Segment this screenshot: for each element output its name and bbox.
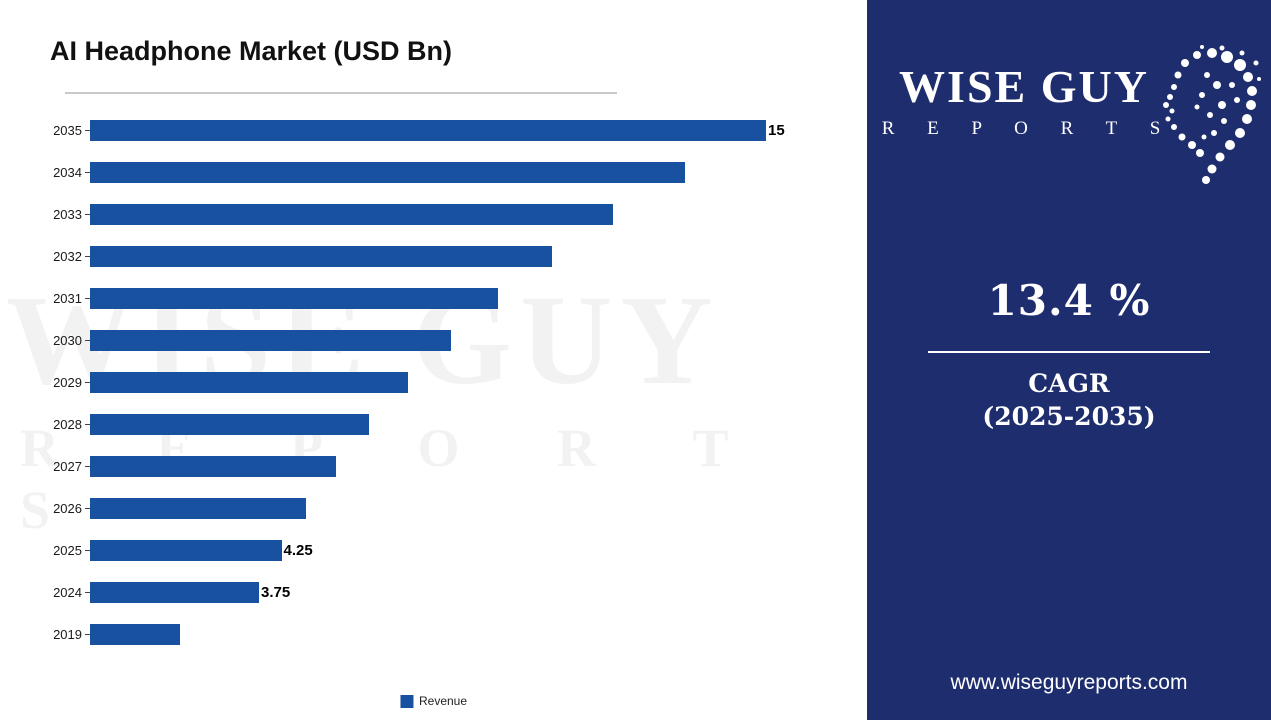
revenue-bar: [90, 329, 451, 351]
cagr-divider: [928, 351, 1210, 353]
y-axis-label: 2026: [53, 500, 82, 516]
bar-row: 2024 3.75: [42, 571, 842, 613]
dotted-head-icon: [1163, 45, 1262, 184]
bar-row: 2031: [42, 277, 842, 319]
y-axis-label: 2024: [53, 584, 82, 600]
y-axis-label: 2033: [53, 206, 82, 222]
bar-value-label: 4.25: [283, 541, 313, 559]
brand-panel: WISE GUY R E P O R T S: [867, 0, 1271, 720]
revenue-bar: [90, 203, 613, 225]
title-underline: [65, 92, 617, 94]
y-axis-label: 2027: [53, 458, 82, 474]
axis-tick-icon: [85, 507, 90, 509]
axis-tick-icon: [85, 423, 90, 425]
bar-row: 2019: [42, 613, 842, 655]
y-axis-label: 2029: [53, 374, 82, 390]
axis-tick-icon: [85, 129, 90, 131]
revenue-bar: [90, 455, 336, 477]
revenue-bar: [90, 119, 766, 141]
legend-swatch: [399, 694, 413, 708]
bar-row: 2027: [42, 445, 842, 487]
revenue-bar: [90, 287, 498, 309]
y-axis-label: 2032: [53, 248, 82, 264]
axis-tick-icon: [85, 549, 90, 551]
y-axis-label: 2034: [53, 164, 82, 180]
revenue-bar: [90, 371, 408, 393]
revenue-bar: [90, 245, 552, 267]
bar-row: 2034: [42, 151, 842, 193]
y-axis-label: 2035: [53, 122, 82, 138]
cagr-value: 13.4 %: [987, 276, 1151, 325]
brand-logo: WISE GUY R E P O R T S: [874, 45, 1265, 184]
legend: Revenue: [399, 694, 468, 708]
y-axis-label: 2028: [53, 416, 82, 432]
brand-logo-text: WISE GUY R E P O R T S: [874, 64, 1175, 140]
axis-tick-icon: [85, 591, 90, 593]
y-axis-label: 2019: [53, 626, 82, 642]
bar-row: 2025 4.25: [42, 529, 842, 571]
revenue-bar: [90, 581, 259, 603]
y-axis-label: 2025: [53, 542, 82, 558]
revenue-bar: [90, 413, 370, 435]
bars: 2035 15 2034 2033 2032 2031 2030 2029 2028 2027 20…: [42, 109, 842, 655]
bar-row: 2026: [42, 487, 842, 529]
bar-value-label: 15: [768, 121, 785, 139]
cagr-label: CAGR: [1028, 369, 1110, 398]
axis-tick-icon: [85, 381, 90, 383]
revenue-bar: [90, 623, 181, 645]
bar-row: 2032: [42, 235, 842, 277]
cagr-period: (2025-2035): [982, 402, 1156, 431]
bar-row: 2028: [42, 403, 842, 445]
bar-value-label: 3.75: [261, 583, 291, 601]
y-axis-label: 2031: [53, 290, 82, 306]
axis-tick-icon: [85, 213, 90, 215]
axis-tick-icon: [85, 171, 90, 173]
revenue-bar: [90, 539, 282, 561]
bar-row: 2030: [42, 319, 842, 361]
chart-panel: WISE GUY R E P O R T S AI Headphone Mark…: [6, 36, 842, 708]
bar-row: 2029: [42, 361, 842, 403]
axis-tick-icon: [85, 255, 90, 257]
brand-subtitle: R E P O R T S: [881, 118, 1175, 139]
axis-tick-icon: [85, 339, 90, 341]
revenue-bar: [90, 161, 685, 183]
axis-tick-icon: [85, 297, 90, 299]
brand-name: WISE GUY: [899, 61, 1149, 112]
website-link[interactable]: www.wiseguyreports.com: [950, 671, 1188, 694]
y-axis-label: 2030: [53, 332, 82, 348]
bar-row: 2033: [42, 193, 842, 235]
bar-row: 2035 15: [42, 109, 842, 151]
revenue-bar: [90, 497, 307, 519]
chart-title: AI Headphone Market (USD Bn): [50, 36, 453, 66]
axis-tick-icon: [85, 465, 90, 467]
axis-tick-icon: [85, 633, 90, 635]
legend-label: Revenue: [418, 694, 468, 708]
